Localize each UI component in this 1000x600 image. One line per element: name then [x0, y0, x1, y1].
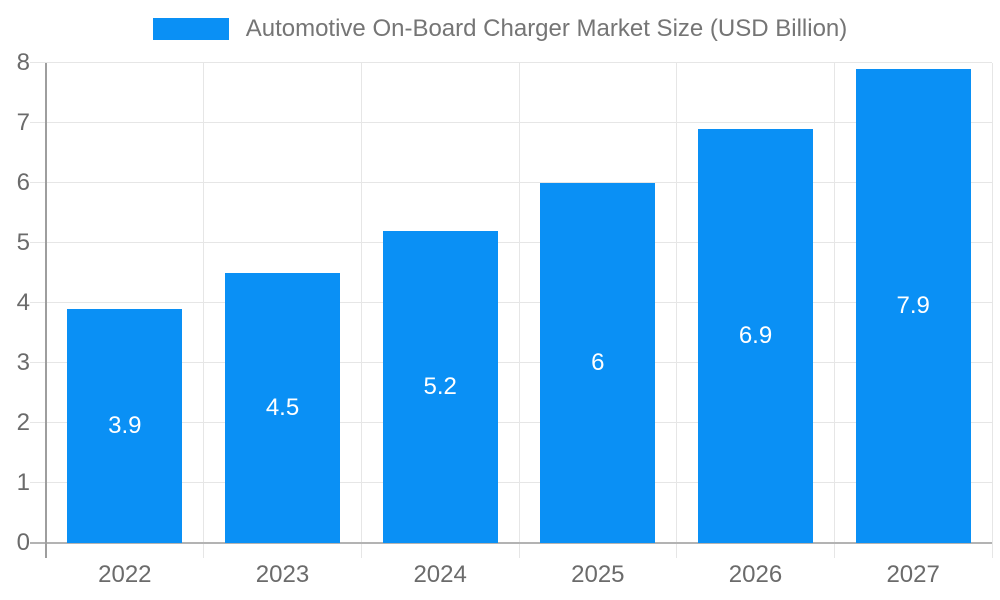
x-axis-label: 2022	[98, 561, 152, 588]
bar[interactable]: 5.2	[382, 231, 498, 543]
v-gridline	[991, 63, 993, 543]
x-baseline	[30, 542, 992, 544]
bar[interactable]: 6	[540, 183, 656, 543]
y-axis-label: 4	[16, 289, 30, 316]
x-tick	[676, 543, 678, 558]
bar-value-label: 7.9	[896, 292, 930, 319]
y-tick	[30, 422, 46, 423]
x-tick	[360, 543, 362, 558]
y-axis-label: 0	[16, 529, 30, 556]
h-gridline	[46, 62, 992, 63]
x-axis-label: 2024	[413, 561, 467, 588]
x-tick	[991, 543, 993, 558]
v-gridline	[203, 63, 205, 543]
legend-swatch	[152, 18, 229, 40]
y-tick	[30, 302, 46, 303]
x-axis-label: 2023	[255, 561, 310, 588]
y-axis-line	[45, 63, 47, 558]
y-axis-label: 8	[16, 49, 30, 76]
y-axis-label: 5	[16, 229, 30, 256]
bar-value-label: 6.9	[738, 322, 773, 349]
bar[interactable]: 6.9	[698, 129, 813, 543]
legend: Automotive On-Board Charger Market Size …	[0, 15, 1000, 43]
y-axis-label: 2	[16, 409, 30, 436]
x-tick	[203, 543, 205, 558]
v-gridline	[518, 63, 520, 543]
y-axis-label: 7	[16, 109, 30, 136]
x-axis-label: 2026	[728, 561, 783, 588]
v-gridline	[360, 63, 362, 543]
v-gridline	[833, 63, 835, 543]
x-tick	[518, 543, 520, 558]
y-axis-label: 6	[16, 169, 30, 196]
v-gridline	[676, 63, 678, 543]
bar-value-label: 4.5	[265, 394, 300, 421]
bar-value-label: 3.9	[108, 412, 142, 439]
bar-value-label: 5.2	[423, 373, 457, 400]
y-tick	[30, 362, 46, 363]
y-tick	[30, 182, 46, 183]
bar[interactable]: 7.9	[855, 69, 971, 543]
y-tick	[30, 122, 46, 123]
y-axis-label: 3	[16, 349, 30, 376]
x-axis-label: 2025	[571, 561, 625, 588]
y-axis-label: 1	[16, 469, 30, 496]
bar[interactable]: 4.5	[225, 273, 340, 543]
y-tick	[30, 482, 46, 483]
bar[interactable]: 3.9	[67, 309, 183, 543]
bar-value-label: 6	[591, 349, 605, 376]
y-tick	[30, 62, 46, 63]
legend-label: Automotive On-Board Charger Market Size …	[245, 15, 848, 42]
x-axis-label: 2027	[886, 561, 940, 588]
y-tick	[30, 242, 46, 243]
x-tick	[833, 543, 835, 558]
